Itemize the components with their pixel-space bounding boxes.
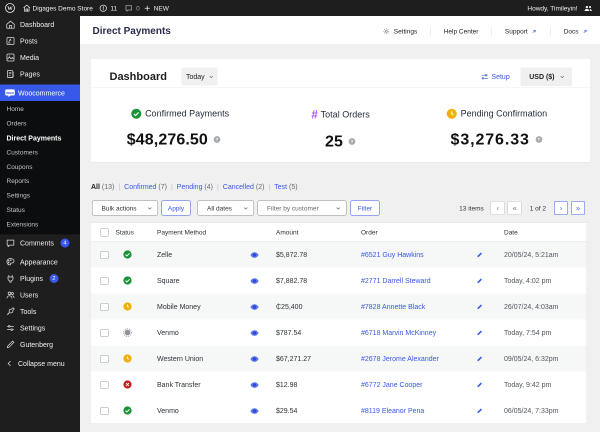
svg-text:?: ? <box>216 137 219 142</box>
svg-text:?: ? <box>537 137 540 142</box>
svg-text:woo: woo <box>5 91 14 95</box>
svg-text:?: ? <box>351 139 354 144</box>
svg-text:W: W <box>7 6 13 12</box>
